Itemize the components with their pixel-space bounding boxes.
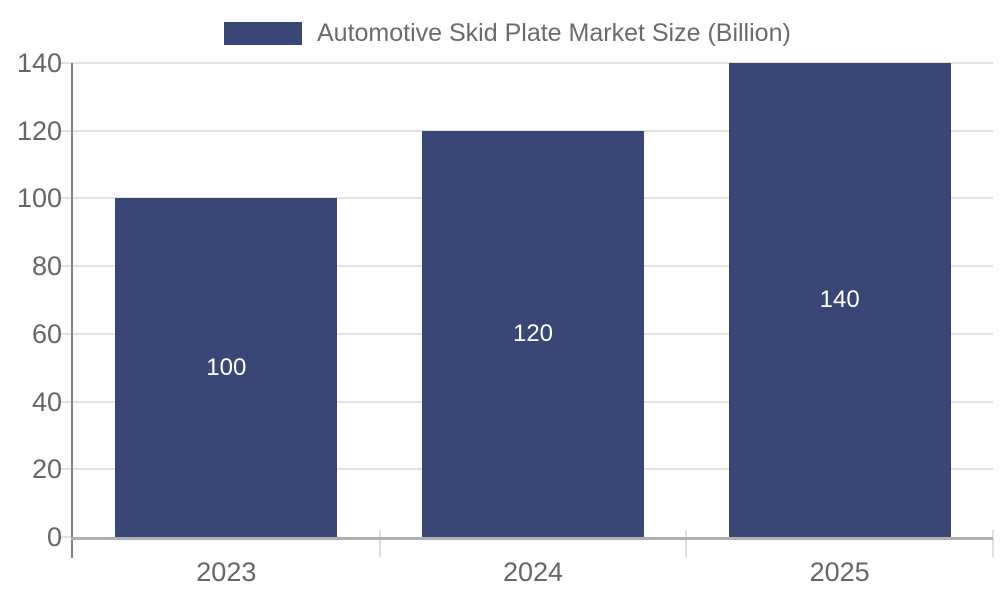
bar-2023 bbox=[115, 198, 338, 537]
bar-2024 bbox=[422, 130, 644, 537]
y-axis-label-80: 80 bbox=[31, 251, 62, 282]
x-axis-line bbox=[71, 537, 993, 540]
x-axis-tick-3 bbox=[992, 530, 994, 557]
x-axis-tick-1 bbox=[378, 530, 381, 557]
y-axis-line bbox=[71, 63, 73, 558]
bar-value-label-2024: 120 bbox=[512, 319, 554, 347]
gridline-y-140 bbox=[60, 62, 993, 64]
y-axis-label-0: 0 bbox=[46, 522, 62, 552]
y-axis-label-100: 100 bbox=[16, 183, 62, 214]
x-axis-label-2024: 2024 bbox=[502, 557, 564, 587]
x-axis-tick-2 bbox=[685, 530, 688, 557]
y-axis-label-20: 20 bbox=[31, 454, 62, 485]
x-axis-label-2023: 2023 bbox=[196, 557, 257, 587]
y-axis-label-140: 140 bbox=[16, 48, 62, 78]
chart-legend: Automotive Skid Plate Market Size (Billi… bbox=[224, 19, 791, 48]
bar-value-label-2025: 140 bbox=[819, 286, 860, 313]
y-axis-label-60: 60 bbox=[31, 318, 62, 349]
legend-swatch bbox=[224, 22, 302, 45]
bar-2025 bbox=[728, 63, 951, 537]
y-axis-label-40: 40 bbox=[31, 386, 62, 417]
y-axis-label-120: 120 bbox=[16, 115, 62, 146]
bar-value-label-2023: 100 bbox=[206, 353, 247, 381]
y-tick-0 bbox=[60, 536, 73, 538]
x-axis-label-2025: 2025 bbox=[809, 557, 870, 587]
legend-label: Automotive Skid Plate Market Size (Billi… bbox=[317, 19, 791, 47]
